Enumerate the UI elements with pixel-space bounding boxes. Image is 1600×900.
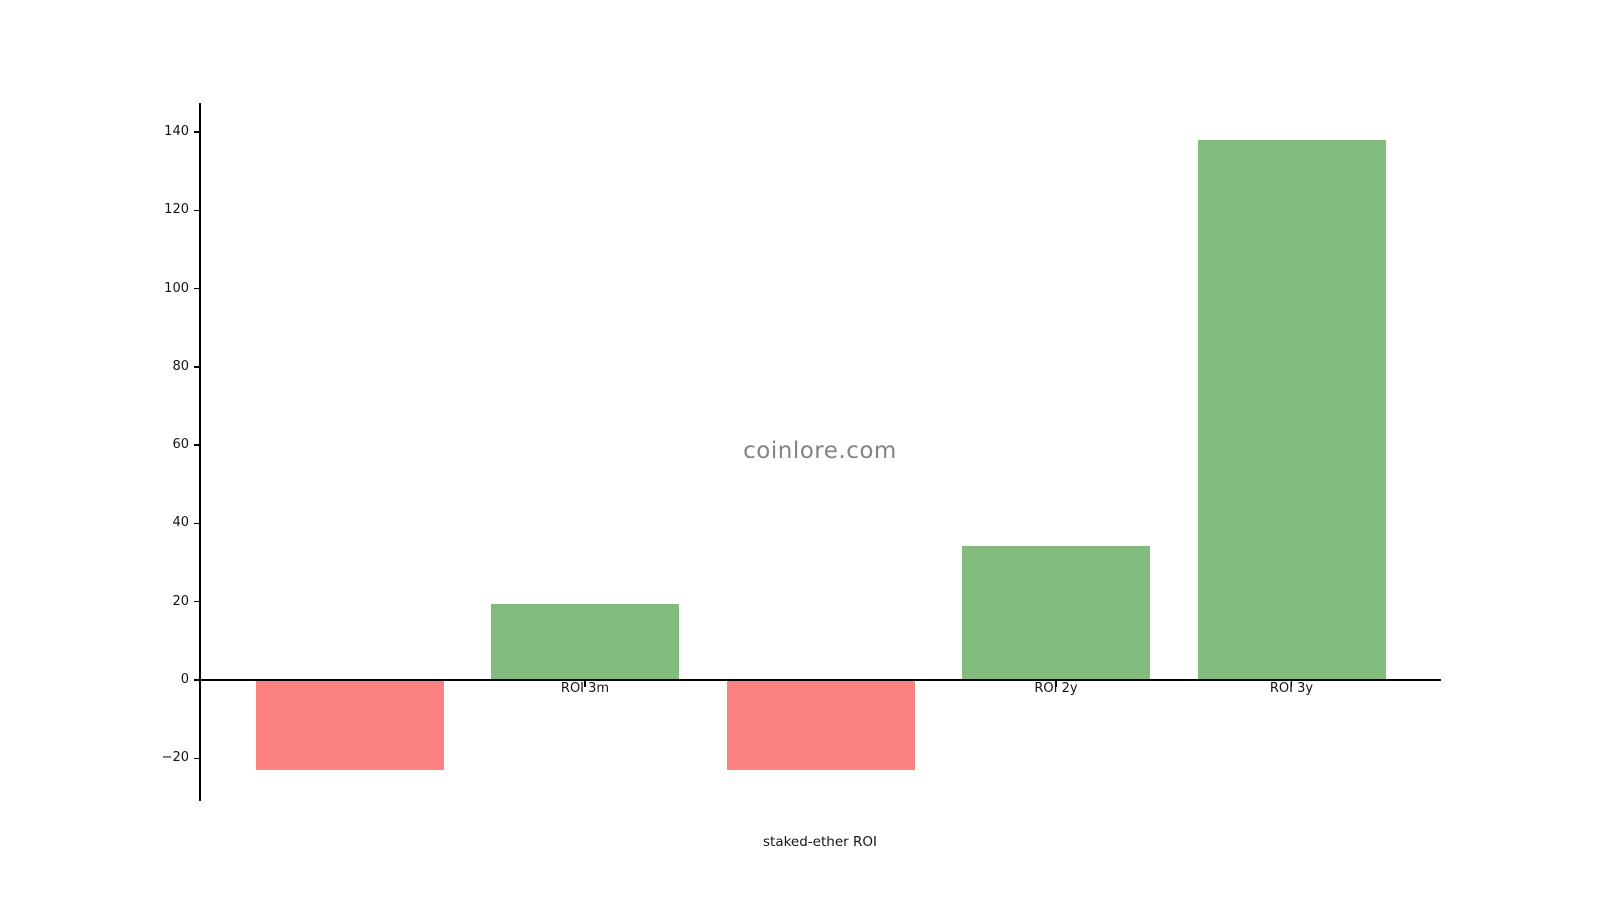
y-tick-label: 40 xyxy=(172,515,189,531)
y-tick-label: 20 xyxy=(172,593,189,609)
x-tick-label: ROI 2y xyxy=(1034,680,1078,696)
x-tick-label: ROI 3y xyxy=(1269,680,1314,696)
y-tick-label: −20 xyxy=(161,750,189,766)
y-tick-mark xyxy=(193,131,200,133)
y-tick-mark xyxy=(193,209,200,211)
y-tick-label: 80 xyxy=(172,358,189,374)
bar-roi-2y xyxy=(962,546,1150,680)
x-tick-mark xyxy=(1290,680,1293,687)
y-tick-mark xyxy=(193,757,200,759)
y-tick-label: 100 xyxy=(164,280,189,296)
x-tick-label: ROI 3m xyxy=(560,680,610,696)
y-tick-label: 0 xyxy=(180,672,189,687)
y-tick-label: 140 xyxy=(164,123,189,139)
y-tick-mark xyxy=(193,679,200,681)
x-tick-mark xyxy=(584,680,586,687)
y-tick-mark xyxy=(193,601,200,603)
y-tick-label: 60 xyxy=(172,437,189,453)
y-axis-line xyxy=(199,102,201,802)
bar-roi-3m xyxy=(491,603,679,680)
watermark: coinlore.com xyxy=(743,438,897,464)
x-axis-line xyxy=(199,679,1442,681)
x-tick-mark xyxy=(1055,680,1057,687)
y-tick-mark xyxy=(193,366,200,368)
bar-unlabeled-0 xyxy=(255,680,444,771)
bar-unlabeled-2 xyxy=(726,680,915,771)
chart-title: staked-ether ROI xyxy=(763,834,877,850)
y-tick-mark xyxy=(193,444,200,446)
y-tick-mark xyxy=(193,287,200,290)
bar-roi-3y xyxy=(1197,140,1386,680)
y-tick-label: 120 xyxy=(164,202,189,218)
y-tick-mark xyxy=(193,522,200,525)
